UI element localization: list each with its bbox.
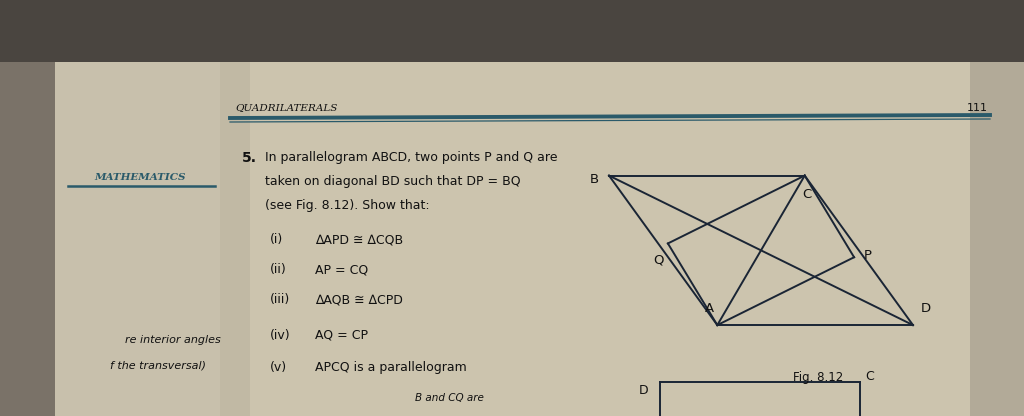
Text: ∆APD ≅ ∆CQB: ∆APD ≅ ∆CQB — [315, 233, 403, 247]
Text: P: P — [864, 249, 872, 262]
Text: APCQ is a parallelogram: APCQ is a parallelogram — [315, 362, 467, 374]
Bar — [220, 62, 250, 416]
Text: In parallelogram ABCD, two points P and Q are: In parallelogram ABCD, two points P and … — [265, 151, 557, 164]
Text: (v): (v) — [270, 362, 287, 374]
Text: AP = CQ: AP = CQ — [315, 263, 369, 277]
Text: D: D — [921, 302, 931, 315]
Bar — [0, 62, 1024, 416]
Text: 5.: 5. — [242, 151, 257, 165]
Text: f the transversal): f the transversal) — [110, 360, 206, 370]
Text: taken on diagonal BD such that DP = BQ: taken on diagonal BD such that DP = BQ — [265, 176, 520, 188]
Text: MATHEMATICS: MATHEMATICS — [94, 173, 185, 183]
Text: re interior angles: re interior angles — [125, 335, 221, 345]
Text: C: C — [802, 188, 811, 201]
Bar — [970, 62, 1024, 416]
Text: AQ = CP: AQ = CP — [315, 329, 368, 342]
Text: (ii): (ii) — [270, 263, 287, 277]
Text: QUADRILATERALS: QUADRILATERALS — [234, 104, 337, 112]
Text: A: A — [705, 302, 714, 315]
Bar — [0, 0, 1024, 62]
Bar — [0, 62, 55, 416]
Bar — [55, 62, 220, 416]
Text: Fig. 8.12: Fig. 8.12 — [793, 371, 843, 384]
Text: B and CQ are: B and CQ are — [415, 393, 484, 403]
Text: C: C — [865, 371, 873, 384]
Text: (i): (i) — [270, 233, 284, 247]
Text: D: D — [638, 384, 648, 396]
Text: (iii): (iii) — [270, 294, 290, 307]
Text: B: B — [590, 173, 599, 186]
Text: (iv): (iv) — [270, 329, 291, 342]
Text: ∆AQB ≅ ∆CPD: ∆AQB ≅ ∆CPD — [315, 294, 402, 307]
Text: 111: 111 — [967, 103, 988, 113]
Text: Q: Q — [653, 253, 664, 267]
Text: (see Fig. 8.12). Show that:: (see Fig. 8.12). Show that: — [265, 200, 430, 213]
